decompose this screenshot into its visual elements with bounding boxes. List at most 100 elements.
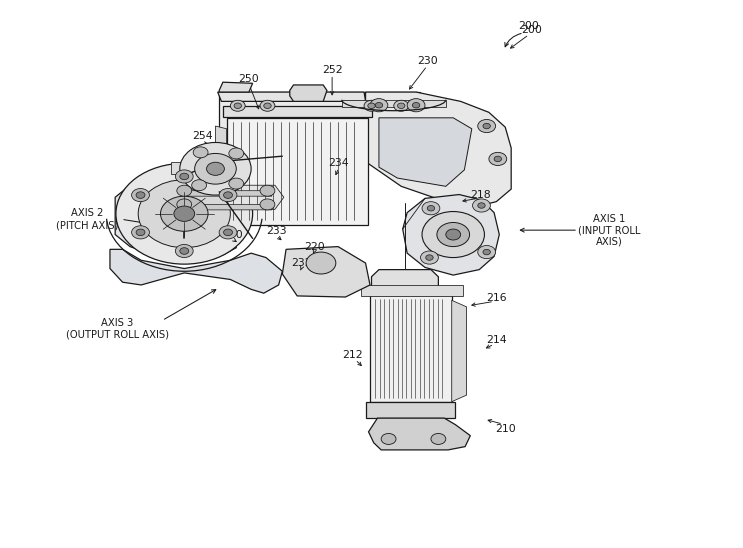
Ellipse shape — [224, 192, 233, 198]
Polygon shape — [115, 170, 236, 260]
Text: AXIS 1
(INPUT ROLL
AXIS): AXIS 1 (INPUT ROLL AXIS) — [578, 214, 640, 247]
Polygon shape — [366, 402, 455, 418]
Polygon shape — [366, 92, 511, 207]
Ellipse shape — [375, 102, 383, 108]
Polygon shape — [223, 106, 372, 117]
Text: AXIS 3
(OUTPUT ROLL AXIS): AXIS 3 (OUTPUT ROLL AXIS) — [66, 318, 169, 340]
Polygon shape — [219, 92, 420, 161]
Text: 218: 218 — [470, 190, 491, 199]
Ellipse shape — [421, 251, 438, 264]
Polygon shape — [452, 300, 467, 402]
Ellipse shape — [260, 185, 275, 196]
Ellipse shape — [412, 102, 420, 108]
Ellipse shape — [116, 163, 253, 264]
Text: 230: 230 — [417, 56, 438, 66]
Ellipse shape — [192, 180, 207, 191]
Ellipse shape — [230, 100, 245, 111]
Ellipse shape — [219, 189, 237, 202]
Ellipse shape — [483, 123, 490, 129]
Text: 240: 240 — [222, 230, 243, 239]
Ellipse shape — [478, 203, 485, 208]
Ellipse shape — [229, 178, 244, 189]
Polygon shape — [171, 162, 227, 174]
Ellipse shape — [398, 103, 405, 109]
Text: 252: 252 — [322, 65, 343, 75]
Polygon shape — [290, 85, 327, 101]
Ellipse shape — [160, 196, 208, 231]
Text: 216: 216 — [486, 293, 507, 302]
Ellipse shape — [407, 99, 425, 112]
Ellipse shape — [180, 142, 251, 195]
Polygon shape — [180, 191, 272, 196]
Ellipse shape — [364, 100, 379, 111]
Ellipse shape — [422, 202, 440, 215]
Text: 200: 200 — [519, 21, 539, 31]
Ellipse shape — [234, 103, 241, 109]
Text: 212: 212 — [343, 350, 363, 360]
Text: 234: 234 — [328, 158, 349, 168]
Ellipse shape — [483, 249, 490, 255]
Ellipse shape — [132, 189, 149, 202]
Polygon shape — [361, 285, 463, 296]
Ellipse shape — [180, 173, 189, 180]
Text: 200: 200 — [521, 25, 542, 35]
Ellipse shape — [427, 206, 435, 211]
Text: 214: 214 — [486, 335, 507, 345]
Ellipse shape — [195, 153, 236, 184]
Ellipse shape — [489, 152, 507, 165]
Text: 258: 258 — [159, 229, 180, 239]
Polygon shape — [369, 418, 470, 450]
Ellipse shape — [260, 199, 275, 210]
Ellipse shape — [381, 433, 396, 444]
Ellipse shape — [180, 248, 189, 254]
Ellipse shape — [219, 226, 237, 239]
Ellipse shape — [473, 199, 490, 212]
Ellipse shape — [437, 222, 470, 247]
Ellipse shape — [229, 148, 244, 159]
Polygon shape — [403, 195, 499, 275]
Text: 255: 255 — [189, 165, 210, 175]
Ellipse shape — [446, 229, 461, 240]
Ellipse shape — [478, 119, 496, 133]
Polygon shape — [215, 126, 227, 216]
Ellipse shape — [494, 156, 502, 162]
Polygon shape — [180, 204, 272, 210]
Polygon shape — [379, 118, 472, 186]
Polygon shape — [110, 249, 282, 293]
Ellipse shape — [260, 100, 275, 111]
Text: 232: 232 — [291, 258, 312, 268]
Ellipse shape — [478, 246, 496, 259]
Ellipse shape — [174, 206, 195, 221]
Ellipse shape — [175, 170, 193, 183]
Polygon shape — [342, 100, 446, 107]
Ellipse shape — [264, 103, 271, 109]
Text: 250: 250 — [239, 75, 259, 84]
Text: 220: 220 — [304, 242, 325, 252]
Polygon shape — [282, 247, 370, 297]
Text: 210: 210 — [495, 424, 516, 433]
Polygon shape — [227, 118, 368, 225]
Text: 254: 254 — [192, 131, 212, 141]
Polygon shape — [219, 82, 253, 92]
Text: 256: 256 — [183, 186, 204, 196]
Text: 233: 233 — [266, 226, 287, 236]
Ellipse shape — [368, 103, 375, 109]
Ellipse shape — [136, 192, 145, 198]
Ellipse shape — [193, 147, 208, 158]
Ellipse shape — [394, 100, 409, 111]
Ellipse shape — [224, 229, 233, 236]
Polygon shape — [370, 295, 452, 402]
Ellipse shape — [138, 180, 230, 248]
Ellipse shape — [426, 255, 433, 260]
Ellipse shape — [177, 199, 192, 210]
Ellipse shape — [175, 244, 193, 258]
Ellipse shape — [370, 99, 388, 112]
Ellipse shape — [431, 433, 446, 444]
Polygon shape — [218, 92, 366, 101]
Ellipse shape — [306, 252, 336, 274]
Polygon shape — [372, 270, 438, 297]
Ellipse shape — [207, 162, 224, 175]
Ellipse shape — [132, 226, 149, 239]
Ellipse shape — [422, 212, 484, 258]
Polygon shape — [169, 185, 284, 209]
